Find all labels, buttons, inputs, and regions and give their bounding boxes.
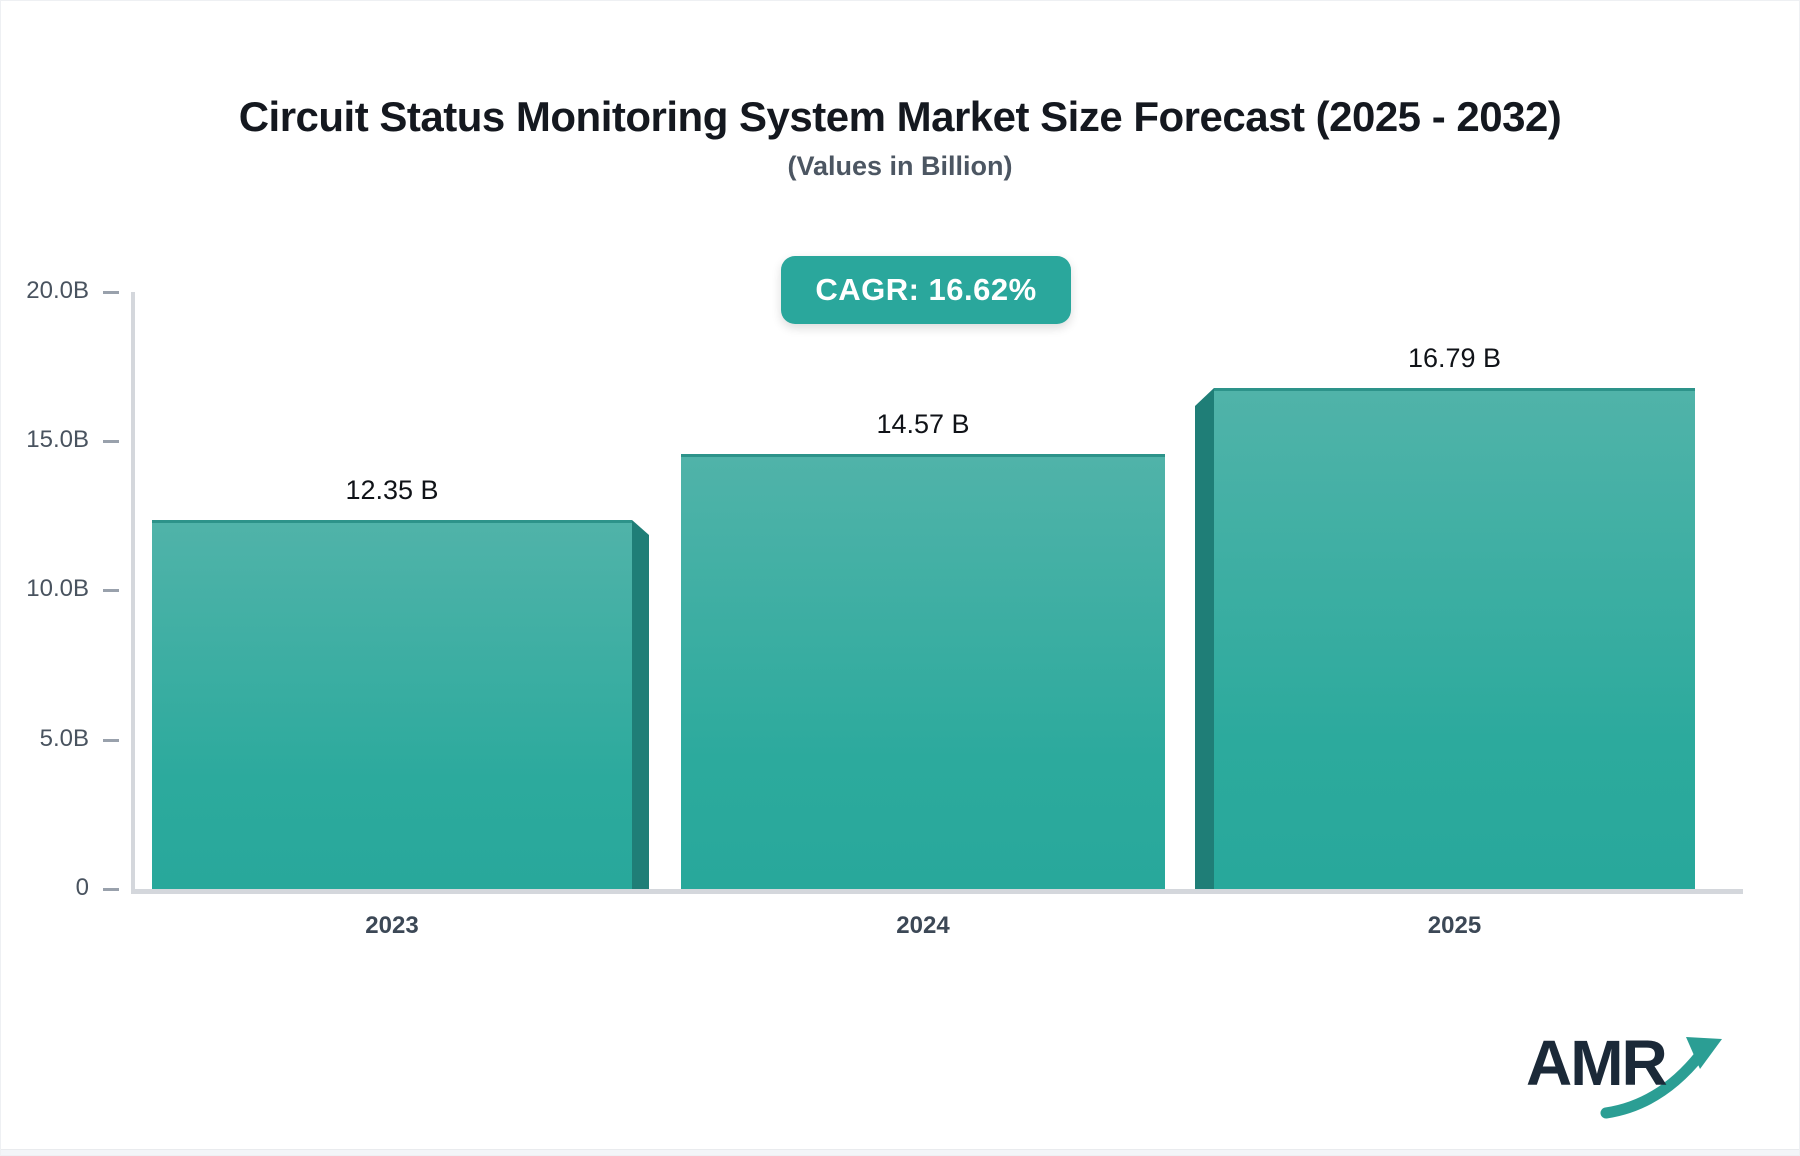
y-tick-mark bbox=[103, 440, 119, 443]
y-tick-mark bbox=[103, 888, 119, 891]
bar-value-label: 16.79 B bbox=[1407, 343, 1502, 373]
bottom-border bbox=[1, 1149, 1799, 1155]
x-label-2025: 2025 bbox=[1427, 912, 1482, 939]
plot-area: 20.0B 15.0B 10.0B 5.0B 0 12.35 B 14.57 B… bbox=[26, 277, 1743, 939]
y-tick-label: 15.0B bbox=[26, 426, 89, 453]
x-axis-line bbox=[131, 889, 1743, 894]
bar-3d-side bbox=[1195, 388, 1214, 889]
x-label-2024: 2024 bbox=[896, 912, 950, 939]
amr-logo: AMR bbox=[1526, 1026, 1756, 1131]
bar-3d-side bbox=[632, 520, 649, 889]
bar-value-label: 14.57 B bbox=[876, 409, 970, 439]
y-tick-label: 20.0B bbox=[26, 277, 89, 304]
bar-2025 bbox=[1214, 388, 1695, 889]
cagr-badge: CAGR: 16.62% bbox=[781, 256, 1071, 324]
y-tick-label: 10.0B bbox=[26, 575, 89, 602]
y-tick-mark bbox=[103, 739, 119, 742]
bar-2023 bbox=[152, 520, 632, 889]
y-tick-mark bbox=[103, 291, 119, 294]
chart-subtitle: (Values in Billion) bbox=[787, 151, 1013, 181]
page-title: Circuit Status Monitoring System Market … bbox=[238, 93, 1562, 140]
y-tick-label: 0 bbox=[75, 874, 89, 901]
bar-2024 bbox=[681, 454, 1165, 889]
amr-logo-text: AMR bbox=[1526, 1027, 1668, 1099]
bar-value-label: 12.35 B bbox=[345, 475, 439, 505]
y-tick-mark bbox=[103, 589, 119, 592]
x-label-2023: 2023 bbox=[365, 912, 419, 939]
logo-arrow-icon bbox=[1600, 1037, 1722, 1119]
y-axis-line bbox=[131, 292, 135, 893]
y-tick-label: 5.0B bbox=[39, 725, 89, 752]
